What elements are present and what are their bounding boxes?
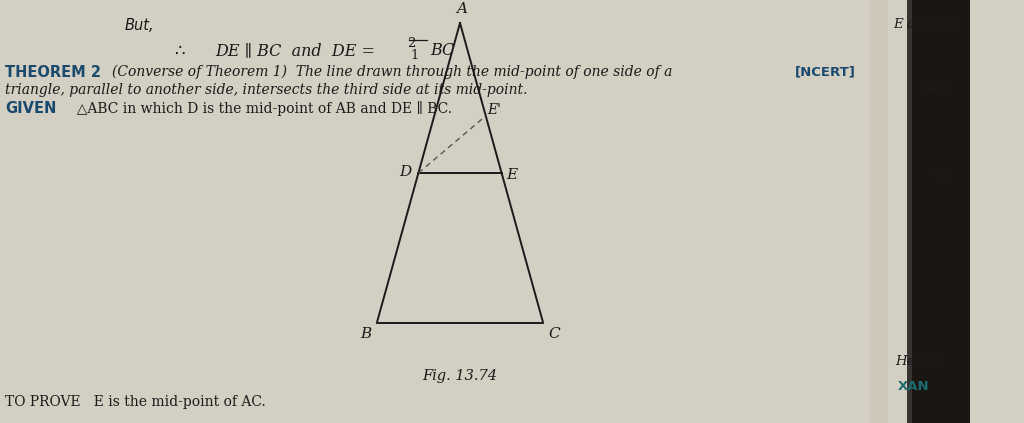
- Text: DE ∥ BC  and  DE =: DE ∥ BC and DE =: [215, 42, 375, 59]
- Text: A: A: [457, 2, 468, 16]
- Text: nd D: nd D: [920, 83, 950, 96]
- Text: w,: w,: [933, 165, 947, 178]
- Text: BC: BC: [430, 42, 455, 59]
- Text: ∴: ∴: [175, 42, 185, 60]
- Text: B: B: [360, 327, 372, 341]
- Text: △ABC in which D is the mid-point of AB and DE ∥ BC.: △ABC in which D is the mid-point of AB a…: [68, 101, 452, 116]
- FancyBboxPatch shape: [0, 0, 870, 423]
- Text: D: D: [399, 165, 412, 179]
- FancyBboxPatch shape: [907, 0, 912, 423]
- Text: [NCERT]: [NCERT]: [795, 65, 856, 78]
- Text: Fig. 13.74: Fig. 13.74: [423, 369, 498, 383]
- Text: E: E: [507, 168, 518, 182]
- Text: TO PROVE   E is the mid-point of AC.: TO PROVE E is the mid-point of AC.: [5, 395, 266, 409]
- FancyBboxPatch shape: [910, 0, 970, 423]
- Text: E': E': [487, 103, 501, 117]
- Text: (Converse of Theorem 1)  The line drawn through the mid-point of one side of a: (Converse of Theorem 1) The line drawn t…: [112, 65, 673, 80]
- Text: XAN: XAN: [898, 380, 930, 393]
- FancyBboxPatch shape: [970, 0, 1024, 423]
- Text: E and F a: E and F a: [893, 18, 957, 31]
- Text: 1: 1: [411, 49, 419, 62]
- Text: GIVEN: GIVEN: [5, 101, 56, 116]
- Text: Hence: Hence: [895, 355, 938, 368]
- Text: 2: 2: [407, 37, 415, 50]
- Text: But,: But,: [125, 18, 155, 33]
- Text: triangle, parallel to another side, intersects the third side at its mid-point.: triangle, parallel to another side, inte…: [5, 83, 527, 97]
- Text: C: C: [548, 327, 560, 341]
- Text: THEOREM 2: THEOREM 2: [5, 65, 101, 80]
- FancyBboxPatch shape: [888, 0, 910, 423]
